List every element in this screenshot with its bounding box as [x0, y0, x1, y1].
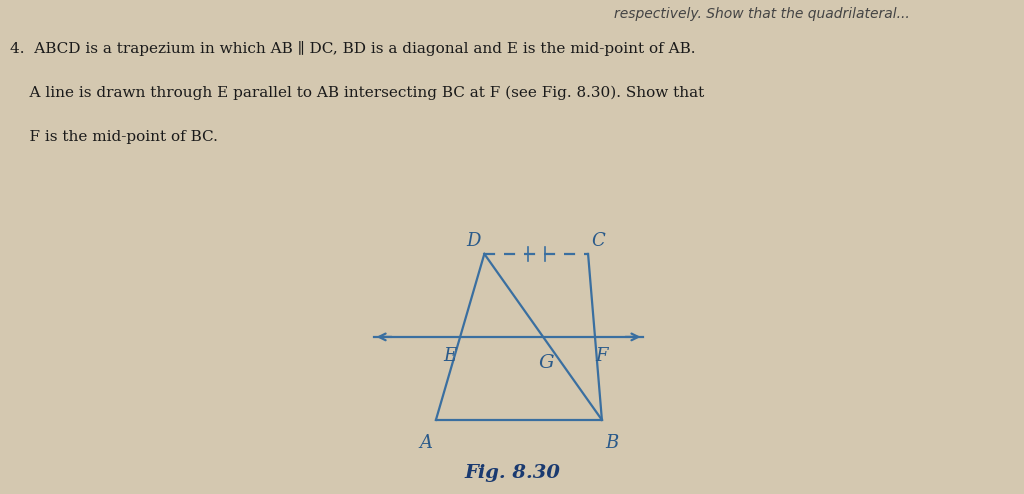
Text: F is the mid-point of BC.: F is the mid-point of BC. — [10, 130, 218, 144]
Text: B: B — [605, 434, 618, 452]
Text: respectively. Show that the quadrilateral...: respectively. Show that the quadrilatera… — [614, 7, 910, 21]
Text: E: E — [443, 347, 457, 365]
Text: A: A — [419, 434, 432, 452]
Text: F: F — [596, 347, 608, 365]
Text: C: C — [592, 233, 605, 250]
Text: A line is drawn through E parallel to AB intersecting BC at F (see Fig. 8.30). S: A line is drawn through E parallel to AB… — [10, 86, 705, 100]
Text: G: G — [539, 354, 554, 372]
Text: D: D — [467, 233, 481, 250]
Text: 4.  ABCD is a trapezium in which AB ∥ DC, BD is a diagonal and E is the mid-poin: 4. ABCD is a trapezium in which AB ∥ DC,… — [10, 41, 695, 56]
Text: Fig. 8.30: Fig. 8.30 — [464, 464, 560, 482]
